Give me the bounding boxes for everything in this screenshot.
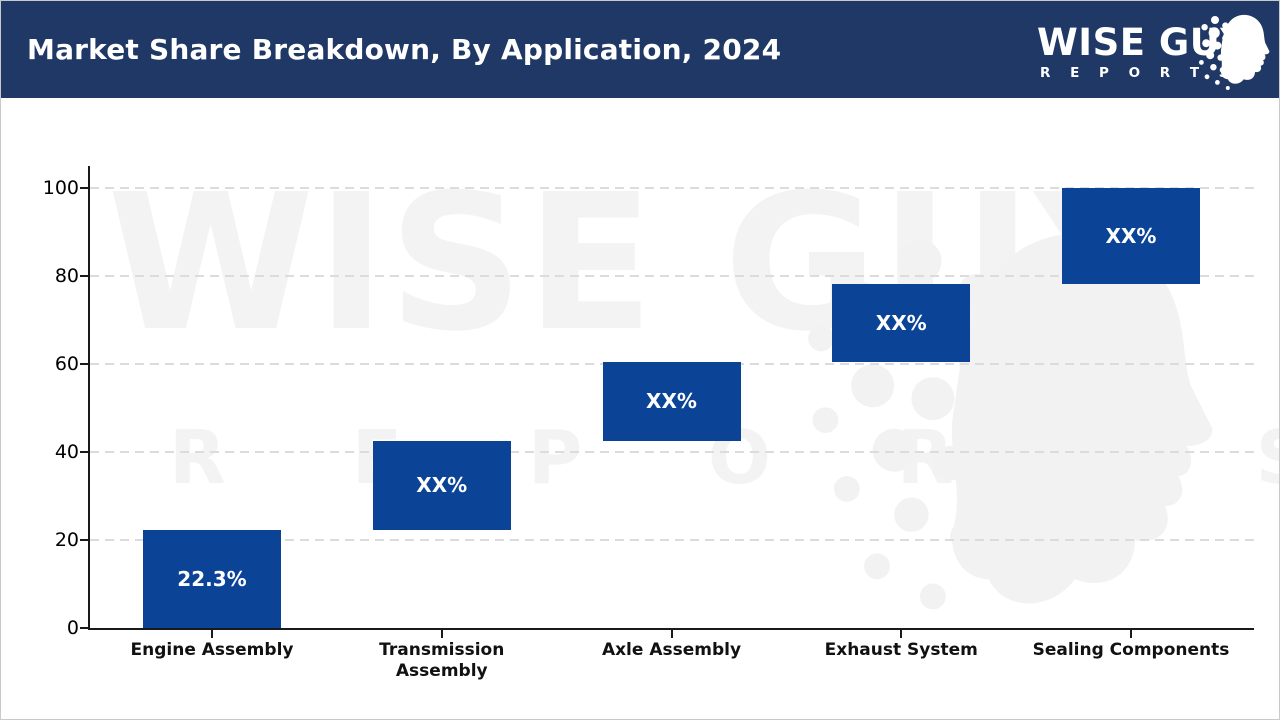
page-title: Market Share Breakdown, By Application, …: [27, 33, 782, 66]
x-tick-label-sealing-components: Sealing Components: [1011, 640, 1251, 661]
x-tick-label-transmission-assembly: Transmission Assembly: [322, 640, 562, 682]
bar-value-label-engine-assembly: 22.3%: [177, 566, 247, 591]
y-tick-label-60: 60: [54, 353, 79, 375]
brand-subtitle: R E P O R T S: [1040, 65, 1237, 81]
bar-value-label-axle-assembly: XX%: [646, 389, 697, 414]
x-tick-label-axle-assembly: Axle Assembly: [552, 640, 792, 661]
bar-exhaust-system: XX%: [832, 283, 971, 362]
x-tick-mark-sealing-components: [1130, 630, 1132, 638]
x-axis-line: [88, 628, 1254, 630]
y-tick-mark-0: [80, 627, 88, 629]
gridline-100: [90, 187, 1254, 189]
y-tick-mark-80: [80, 275, 88, 277]
gridline-40: [90, 451, 1254, 453]
bar-engine-assembly: 22.3%: [143, 529, 281, 628]
x-tick-mark-axle-assembly: [670, 630, 673, 638]
y-tick-mark-60: [80, 363, 88, 365]
x-tick-label-exhaust-system: Exhaust System: [781, 640, 1021, 661]
bar-value-label-transmission-assembly: XX%: [416, 473, 468, 498]
x-tick-mark-exhaust-system: [900, 630, 903, 638]
bar-value-label-sealing-components: XX%: [1105, 223, 1157, 248]
x-tick-label-line: Sealing Components: [1032, 640, 1230, 660]
y-tick-label-0: 0: [66, 617, 79, 639]
bar-sealing-components: XX%: [1062, 188, 1200, 284]
x-tick-label-line: Engine Assembly: [130, 640, 294, 660]
x-tick-label-line: Exhaust System: [824, 640, 978, 660]
brand-head-icon: [1194, 14, 1270, 90]
brand-logo: WISE GUY R E P O R T S: [1013, 7, 1271, 95]
x-tick-label-line: Transmission: [379, 640, 505, 660]
x-tick-mark-transmission-assembly: [440, 630, 443, 638]
gridline-80: [90, 275, 1254, 277]
y-tick-label-40: 40: [54, 441, 79, 463]
y-tick-mark-40: [80, 451, 88, 453]
y-tick-mark-20: [80, 539, 88, 541]
y-tick-label-100: 100: [42, 177, 79, 199]
gridline-20: [90, 539, 1254, 541]
x-tick-label-engine-assembly: Engine Assembly: [92, 640, 332, 661]
y-tick-mark-100: [80, 187, 88, 189]
y-axis-line: [88, 166, 90, 630]
x-tick-label-line: Assembly: [395, 661, 488, 681]
x-tick-mark-engine-assembly: [211, 630, 213, 638]
bar-transmission-assembly: XX%: [372, 441, 511, 530]
bar-value-label-exhaust-system: XX%: [875, 310, 927, 335]
y-tick-label-80: 80: [54, 265, 79, 287]
header-bar: Market Share Breakdown, By Application, …: [1, 1, 1279, 98]
x-tick-label-line: Axle Assembly: [601, 640, 742, 660]
bar-axle-assembly: XX%: [602, 361, 741, 441]
y-tick-label-20: 20: [54, 529, 79, 551]
